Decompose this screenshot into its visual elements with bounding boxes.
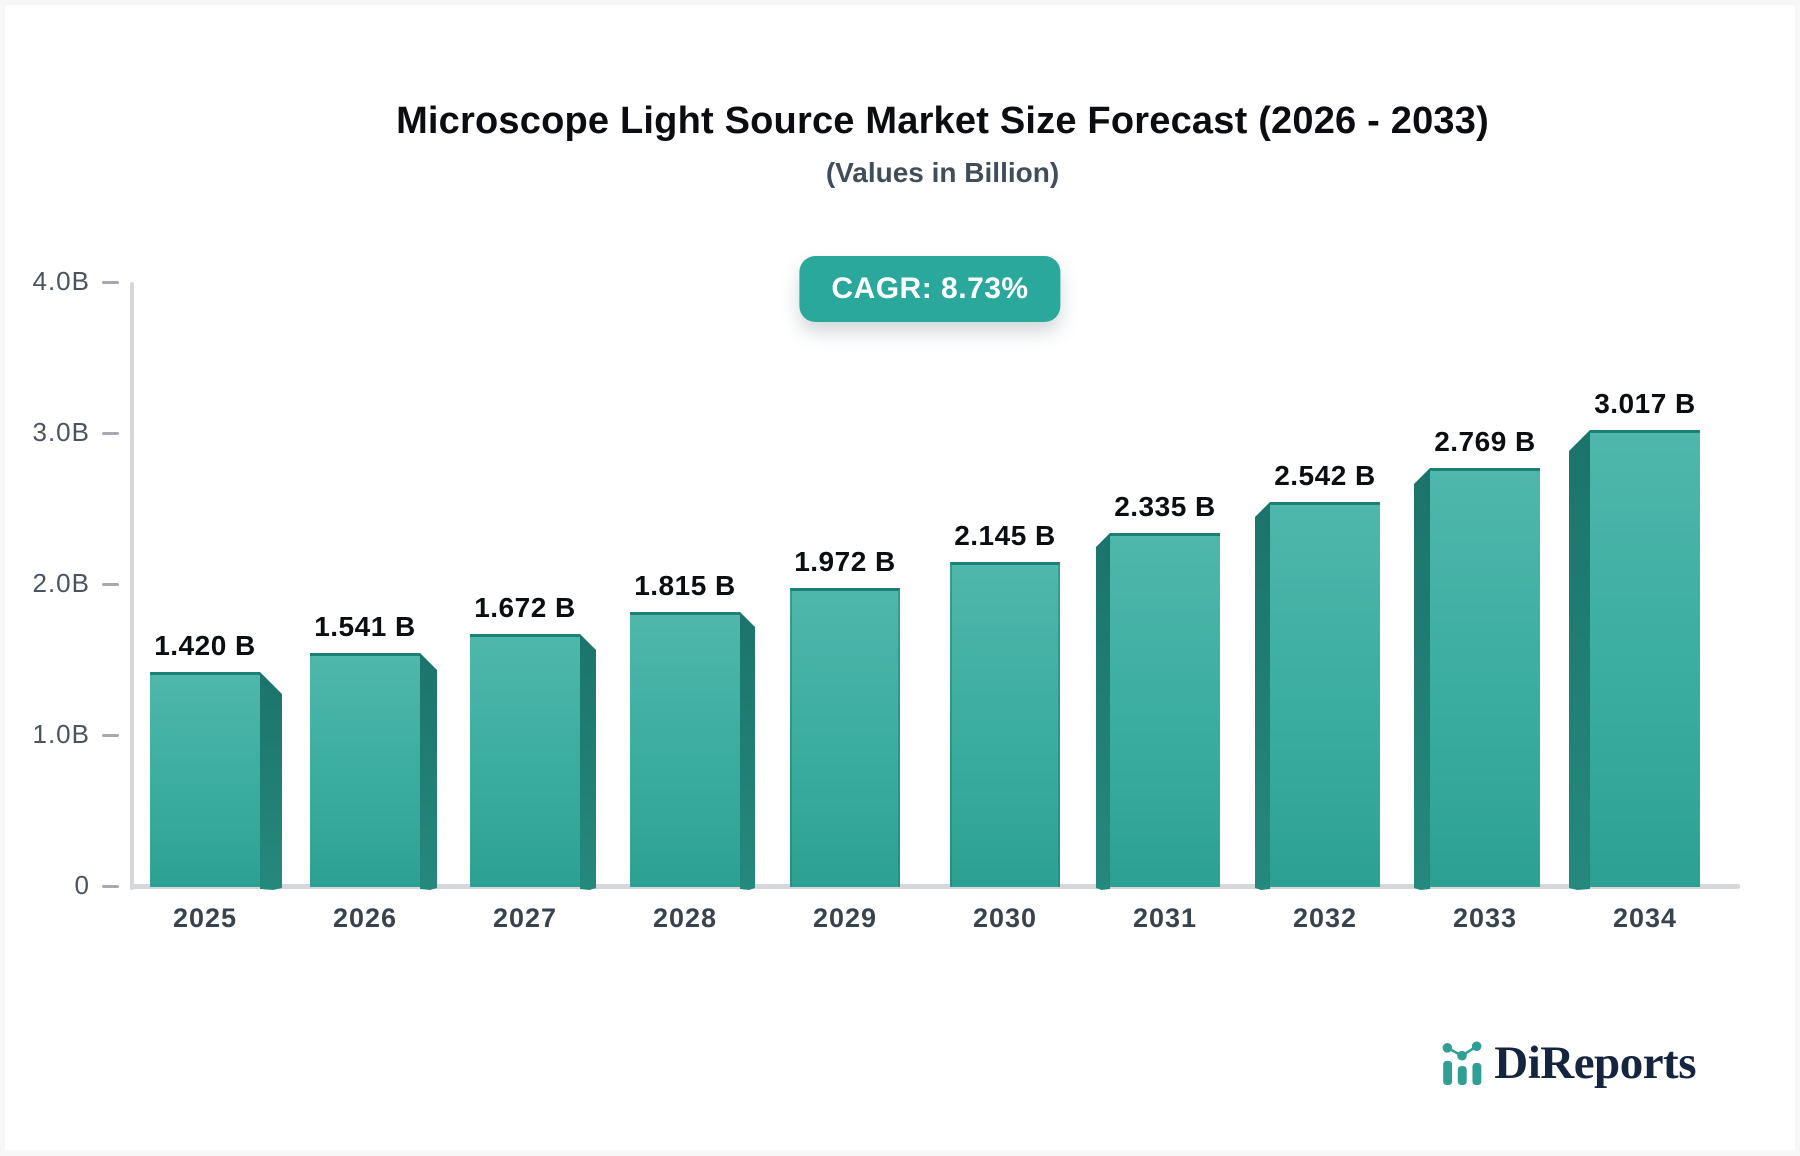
bar-2025-side [260, 672, 282, 890]
y-tick-mark [102, 583, 119, 586]
x-axis-label-2033: 2033 [1452, 903, 1518, 933]
y-tick-mark [102, 432, 119, 435]
mini-bar-chart-icon [1442, 1041, 1482, 1085]
bar-value-label-2027: 1.672 B [474, 592, 576, 623]
bar-value-label-2030: 2.145 B [954, 520, 1056, 551]
bar-value-label-2034: 3.017 B [1594, 388, 1696, 419]
bar-2034-face [1590, 430, 1700, 887]
x-axis-label-2026: 2026 [332, 903, 398, 933]
y-tick-mark [102, 885, 119, 888]
bar-value-label-2026: 1.541 B [314, 611, 416, 642]
y-tick-label-3.0B: 3.0B [32, 417, 90, 447]
logo-text: DiReports [1494, 1037, 1696, 1089]
bar-2027-side [580, 634, 596, 890]
bar-2033-face [1430, 468, 1540, 887]
y-axis-line [130, 282, 134, 890]
y-tick-label-4.0B: 4.0B [32, 266, 90, 296]
bar-value-label-2033: 2.769 B [1434, 426, 1536, 457]
cagr-badge: CAGR: 8.73% [799, 256, 1061, 322]
bar-value-label-2028: 1.815 B [634, 570, 736, 601]
x-axis-label-2032: 2032 [1292, 903, 1358, 933]
bar-value-label-2031: 2.335 B [1114, 491, 1216, 522]
direports-logo: DiReports [1439, 1036, 1696, 1090]
x-axis-label-2034: 2034 [1612, 903, 1678, 933]
bar-2028-side [740, 612, 755, 890]
bar-2031-face [1110, 533, 1220, 887]
bar-2031-side [1096, 533, 1110, 890]
bar-2032-side [1255, 502, 1270, 890]
x-axis-label-2029: 2029 [812, 903, 878, 933]
bar-2025-face [150, 672, 260, 887]
bar-2034-side [1569, 430, 1590, 890]
x-axis-label-2030: 2030 [972, 903, 1038, 933]
y-tick-label-0: 0 [74, 870, 90, 900]
bar-value-label-2025: 1.420 B [154, 630, 256, 661]
bar-2028-face [630, 612, 740, 887]
bar-2030-face [950, 562, 1060, 887]
bar-2026-side [420, 653, 437, 890]
bar-2026-face [310, 653, 420, 887]
x-axis-line [130, 884, 1740, 889]
y-tick-label-1.0B: 1.0B [32, 719, 90, 749]
chart-title: Microscope Light Source Market Size Fore… [396, 100, 1489, 142]
bar-2033-side [1414, 468, 1430, 890]
bar-value-label-2029: 1.972 B [794, 546, 896, 577]
y-tick-label-2.0B: 2.0B [32, 568, 90, 598]
x-axis-label-2031: 2031 [1132, 903, 1198, 933]
y-tick-mark [102, 281, 119, 284]
bar-2027-face [470, 634, 580, 887]
chart-subtitle: (Values in Billion) [825, 157, 1060, 188]
x-axis-label-2028: 2028 [652, 903, 718, 933]
chart-header: Microscope Light Source Market Size Fore… [0, 0, 1800, 189]
x-axis-label-2027: 2027 [492, 903, 558, 933]
y-tick-mark [102, 734, 119, 737]
x-axis-label-2025: 2025 [172, 903, 238, 933]
bar-2029-face [790, 588, 900, 887]
bar-value-label-2032: 2.542 B [1274, 460, 1376, 491]
bar-2032-face [1270, 502, 1380, 887]
